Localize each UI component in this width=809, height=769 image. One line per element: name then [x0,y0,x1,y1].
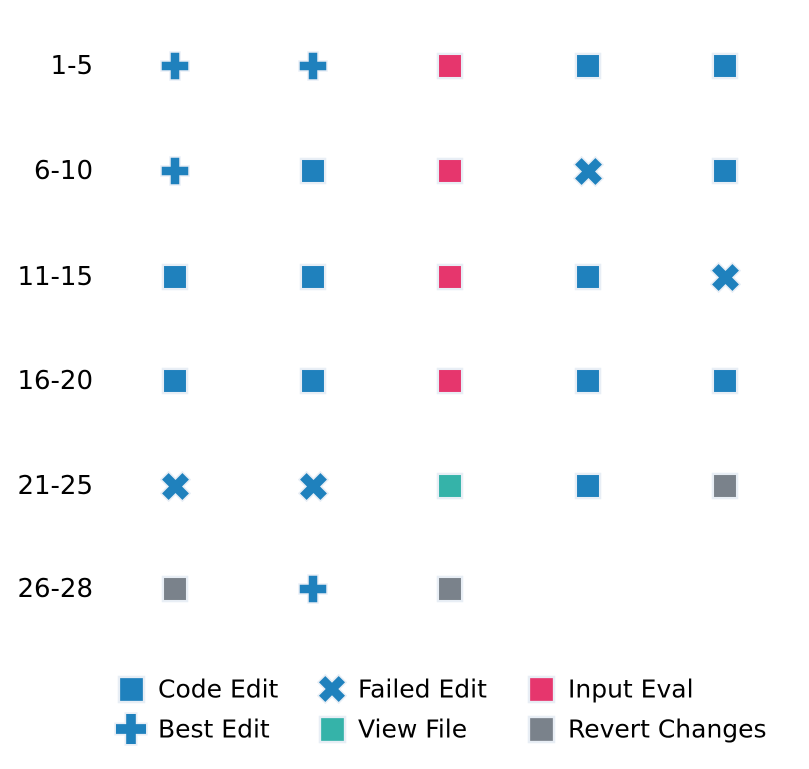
legend-label-view-file: View File [358,714,468,744]
plus-icon [160,51,190,81]
row-label-21-25: 21-25 [17,471,93,501]
square-icon [527,675,556,704]
square-icon [574,367,602,395]
square-icon [161,367,189,395]
square-icon [436,157,464,185]
legend-label-code-edit: Code Edit [158,674,279,704]
row-label-1-5: 1-5 [50,51,93,81]
plus-icon [114,712,148,746]
legend-label-best-edit: Best Edit [158,714,270,744]
x-icon [709,261,741,293]
plus-icon [298,51,328,81]
square-icon [318,715,347,744]
x-icon [316,673,348,705]
row-label-26-28: 26-28 [17,574,93,604]
x-icon [297,470,329,502]
row-label-6-10: 6-10 [33,156,93,186]
square-icon [161,575,189,603]
square-icon [711,472,739,500]
row-label-16-20: 16-20 [17,366,93,396]
x-icon [572,155,604,187]
square-icon [436,575,464,603]
square-icon [299,367,327,395]
legend-label-failed-edit: Failed Edit [358,674,487,704]
square-icon [711,157,739,185]
plus-icon [298,574,328,604]
square-icon [161,263,189,291]
square-icon [574,263,602,291]
legend-label-input-eval: Input Eval [568,674,694,704]
square-icon [299,157,327,185]
square-icon [299,263,327,291]
square-icon [574,472,602,500]
square-icon [527,715,556,744]
square-icon [711,52,739,80]
square-icon [436,367,464,395]
plus-icon [160,156,190,186]
square-icon [436,263,464,291]
square-icon [436,52,464,80]
x-icon [159,470,191,502]
row-label-11-15: 11-15 [17,262,93,292]
square-icon [711,367,739,395]
legend-label-revert-changes: Revert Changes [568,714,767,744]
square-icon [436,472,464,500]
square-icon [574,52,602,80]
square-icon [117,675,146,704]
